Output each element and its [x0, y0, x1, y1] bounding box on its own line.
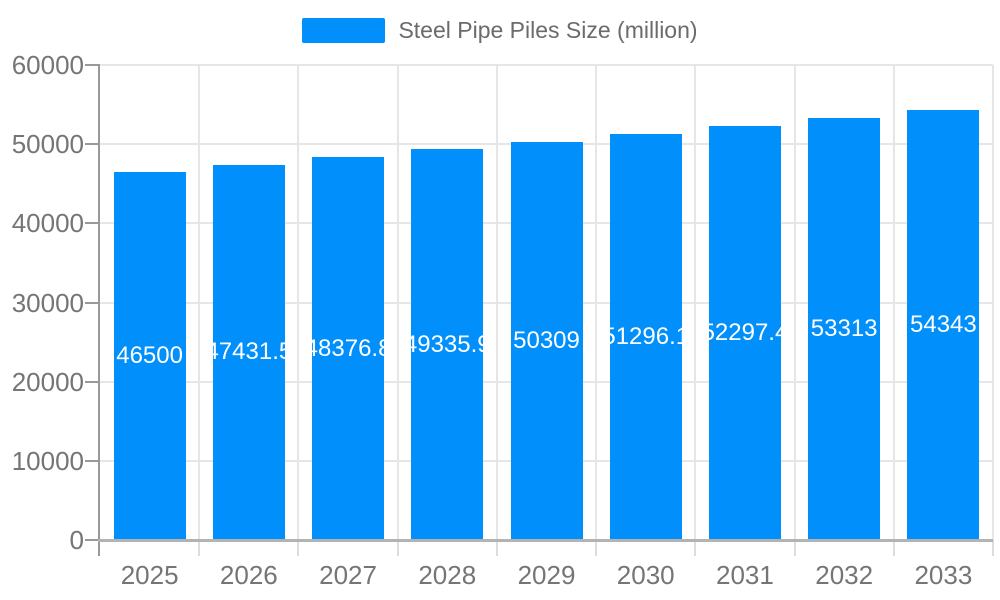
- y-tick-label: 60000: [11, 50, 84, 80]
- x-tick-label-2033: 2033: [914, 560, 973, 590]
- y-axis-tick: [85, 380, 100, 383]
- bar-value-label: 51296.1: [610, 322, 682, 350]
- bar-value-label: 47431.5: [213, 338, 285, 366]
- v-gridline: [297, 65, 300, 540]
- v-gridline: [495, 65, 498, 540]
- v-gridline: [595, 65, 598, 540]
- x-tick-label-2029: 2029: [517, 560, 576, 590]
- v-gridline: [793, 65, 796, 540]
- bar-2029[interactable]: 50309: [510, 141, 583, 540]
- y-axis-tick: [85, 222, 100, 225]
- legend-swatch-icon: [302, 18, 386, 43]
- v-gridline: [198, 65, 201, 540]
- bar-2025[interactable]: 46500: [113, 171, 186, 540]
- y-axis-tick: [85, 301, 100, 304]
- x-tick-label-2032: 2032: [815, 560, 874, 590]
- bar-value-label: 49335.9: [411, 330, 483, 358]
- x-tick-label-2028: 2028: [418, 560, 477, 590]
- bar-2027[interactable]: 48376.8: [312, 157, 385, 540]
- x-tick-label-2031: 2031: [716, 560, 774, 590]
- x-axis-tick: [793, 540, 796, 556]
- y-axis-tick: [85, 64, 100, 66]
- bar-2030[interactable]: 51296.1: [609, 133, 682, 540]
- x-axis-tick: [297, 540, 300, 556]
- y-tick-label: 0: [69, 525, 84, 555]
- v-gridline: [992, 65, 994, 540]
- v-gridline: [396, 65, 399, 540]
- bar-2032[interactable]: 53313: [808, 117, 881, 540]
- legend[interactable]: Steel Pipe Piles Size (million): [0, 17, 1000, 44]
- y-tick-label: 30000: [11, 287, 84, 318]
- y-axis-tick: [85, 143, 100, 146]
- bar-value-label: 46500: [116, 341, 183, 369]
- bar-2033[interactable]: 54343: [907, 109, 980, 540]
- v-gridline: [892, 65, 895, 540]
- h-gridline: [100, 64, 993, 66]
- bar-value-label: 52297.4: [709, 318, 781, 346]
- bar-value-label: 50309: [513, 326, 580, 354]
- v-gridline: [694, 65, 697, 540]
- legend-label: Steel Pipe Piles Size (million): [398, 17, 698, 43]
- x-axis-tick: [694, 540, 697, 556]
- x-axis-line: [98, 539, 993, 542]
- x-tick-label-2030: 2030: [616, 560, 675, 590]
- y-tick-label: 40000: [11, 208, 84, 239]
- bar-2028[interactable]: 49335.9: [411, 149, 484, 540]
- y-tick-label: 20000: [11, 366, 84, 397]
- x-axis-tick: [396, 540, 399, 556]
- y-axis-line: [98, 65, 100, 556]
- x-tick-label-2026: 2026: [219, 560, 278, 590]
- y-axis-tick: [85, 459, 100, 462]
- y-axis-tick: [85, 539, 100, 541]
- x-axis-tick: [892, 540, 895, 556]
- x-tick-label-2025: 2025: [120, 560, 179, 590]
- x-tick-label-2027: 2027: [319, 560, 377, 590]
- x-axis-tick: [992, 540, 994, 556]
- x-axis-tick: [198, 540, 201, 556]
- bar-value-label: 48376.8: [312, 334, 384, 362]
- bar-2026[interactable]: 47431.5: [212, 164, 285, 540]
- bar-value-label: 54343: [910, 310, 977, 338]
- bar-value-label: 53313: [810, 314, 878, 342]
- y-tick-label: 50000: [11, 129, 84, 160]
- x-axis-tick: [495, 540, 498, 556]
- y-tick-label: 10000: [11, 445, 84, 476]
- x-axis-tick: [595, 540, 598, 556]
- bar-2031[interactable]: 52297.4: [708, 125, 781, 540]
